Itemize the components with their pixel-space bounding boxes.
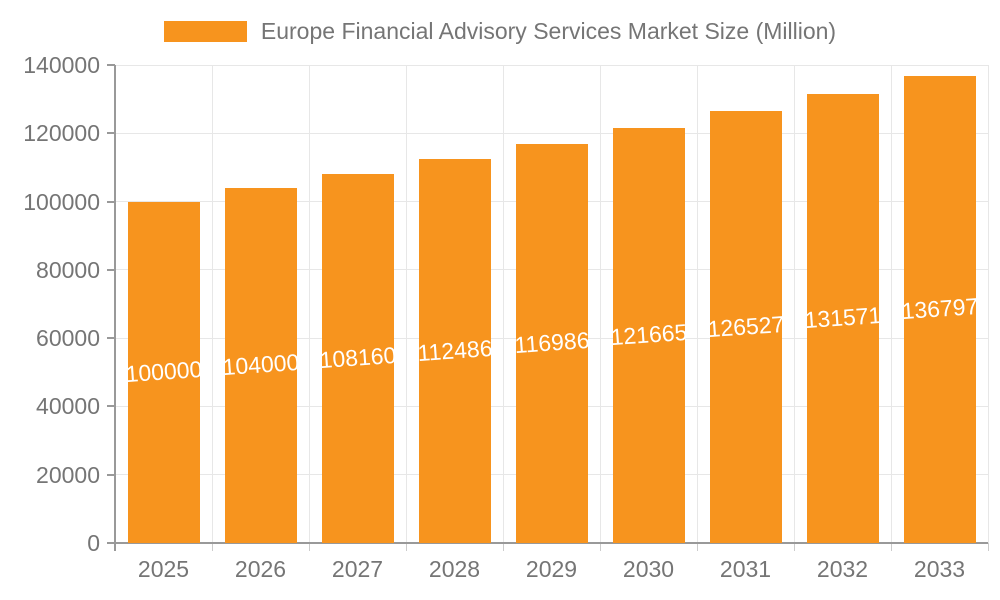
v-gridline bbox=[696, 65, 698, 543]
x-axis-label: 2030 bbox=[622, 556, 675, 582]
bar-value-label: 121665 bbox=[609, 319, 688, 351]
x-axis-label: 2029 bbox=[525, 556, 578, 582]
x-axis-label: 2028 bbox=[428, 556, 481, 582]
x-axis-tick bbox=[405, 543, 407, 551]
x-axis-tick bbox=[696, 543, 698, 551]
x-axis-label: 2033 bbox=[913, 556, 966, 582]
legend-label: Europe Financial Advisory Services Marke… bbox=[260, 17, 837, 44]
v-gridline bbox=[502, 65, 504, 543]
y-axis-label: 140000 bbox=[23, 52, 100, 78]
bar-value-label: 100000 bbox=[124, 356, 203, 388]
x-axis-line bbox=[107, 542, 988, 544]
x-axis-tick bbox=[599, 543, 601, 551]
h-gridline bbox=[115, 64, 988, 66]
v-gridline bbox=[599, 65, 601, 543]
v-gridline bbox=[405, 65, 407, 543]
bar-2025[interactable] bbox=[127, 201, 200, 543]
y-axis-label: 0 bbox=[87, 530, 100, 556]
x-axis-tick bbox=[890, 543, 892, 551]
bar-2027[interactable] bbox=[321, 173, 394, 543]
y-axis-tick bbox=[107, 473, 115, 476]
y-axis-tick bbox=[107, 64, 115, 66]
v-gridline bbox=[308, 65, 310, 543]
y-axis-tick bbox=[107, 132, 115, 135]
y-axis-label: 40000 bbox=[36, 393, 100, 420]
x-axis-label: 2027 bbox=[331, 556, 384, 582]
v-gridline bbox=[890, 65, 892, 543]
bar-2031[interactable] bbox=[709, 111, 782, 543]
v-gridline bbox=[987, 65, 989, 543]
h-gridline bbox=[115, 132, 988, 134]
y-axis-tick bbox=[107, 405, 115, 408]
bar-value-label: 116986 bbox=[513, 327, 590, 359]
legend-swatch bbox=[163, 20, 247, 42]
x-axis-label: 2026 bbox=[234, 556, 287, 582]
v-gridline bbox=[211, 65, 213, 543]
legend[interactable]: Europe Financial Advisory Services Marke… bbox=[0, 18, 1000, 44]
x-axis-label: 2032 bbox=[816, 556, 869, 582]
bar-2032[interactable] bbox=[806, 93, 879, 543]
bar-value-label: 108160 bbox=[318, 342, 397, 374]
x-axis-label: 2025 bbox=[137, 556, 190, 582]
bar-2028[interactable] bbox=[418, 158, 491, 543]
y-axis-tick bbox=[107, 337, 115, 340]
y-axis-tick bbox=[107, 268, 115, 271]
y-axis-line bbox=[114, 65, 116, 551]
x-axis-tick bbox=[211, 543, 213, 551]
x-axis-tick bbox=[502, 543, 504, 551]
y-axis-label: 100000 bbox=[23, 188, 100, 215]
x-axis-label: 2031 bbox=[719, 556, 772, 582]
x-axis-tick bbox=[987, 543, 989, 551]
v-gridline bbox=[793, 65, 795, 543]
y-axis-tick bbox=[107, 200, 115, 203]
bar-value-label: 126527 bbox=[706, 310, 785, 343]
y-axis-label: 80000 bbox=[36, 256, 100, 283]
bar-2026[interactable] bbox=[224, 187, 297, 543]
bar-2029[interactable] bbox=[515, 143, 588, 543]
x-axis-tick bbox=[793, 543, 795, 551]
bar-2030[interactable] bbox=[612, 127, 685, 543]
y-axis-label: 60000 bbox=[36, 325, 100, 352]
y-axis-label: 20000 bbox=[36, 461, 100, 488]
bar-2033[interactable] bbox=[903, 75, 976, 543]
bar-value-label: 112486 bbox=[416, 334, 493, 367]
x-axis-tick bbox=[308, 543, 310, 551]
y-axis-label: 120000 bbox=[23, 120, 100, 147]
